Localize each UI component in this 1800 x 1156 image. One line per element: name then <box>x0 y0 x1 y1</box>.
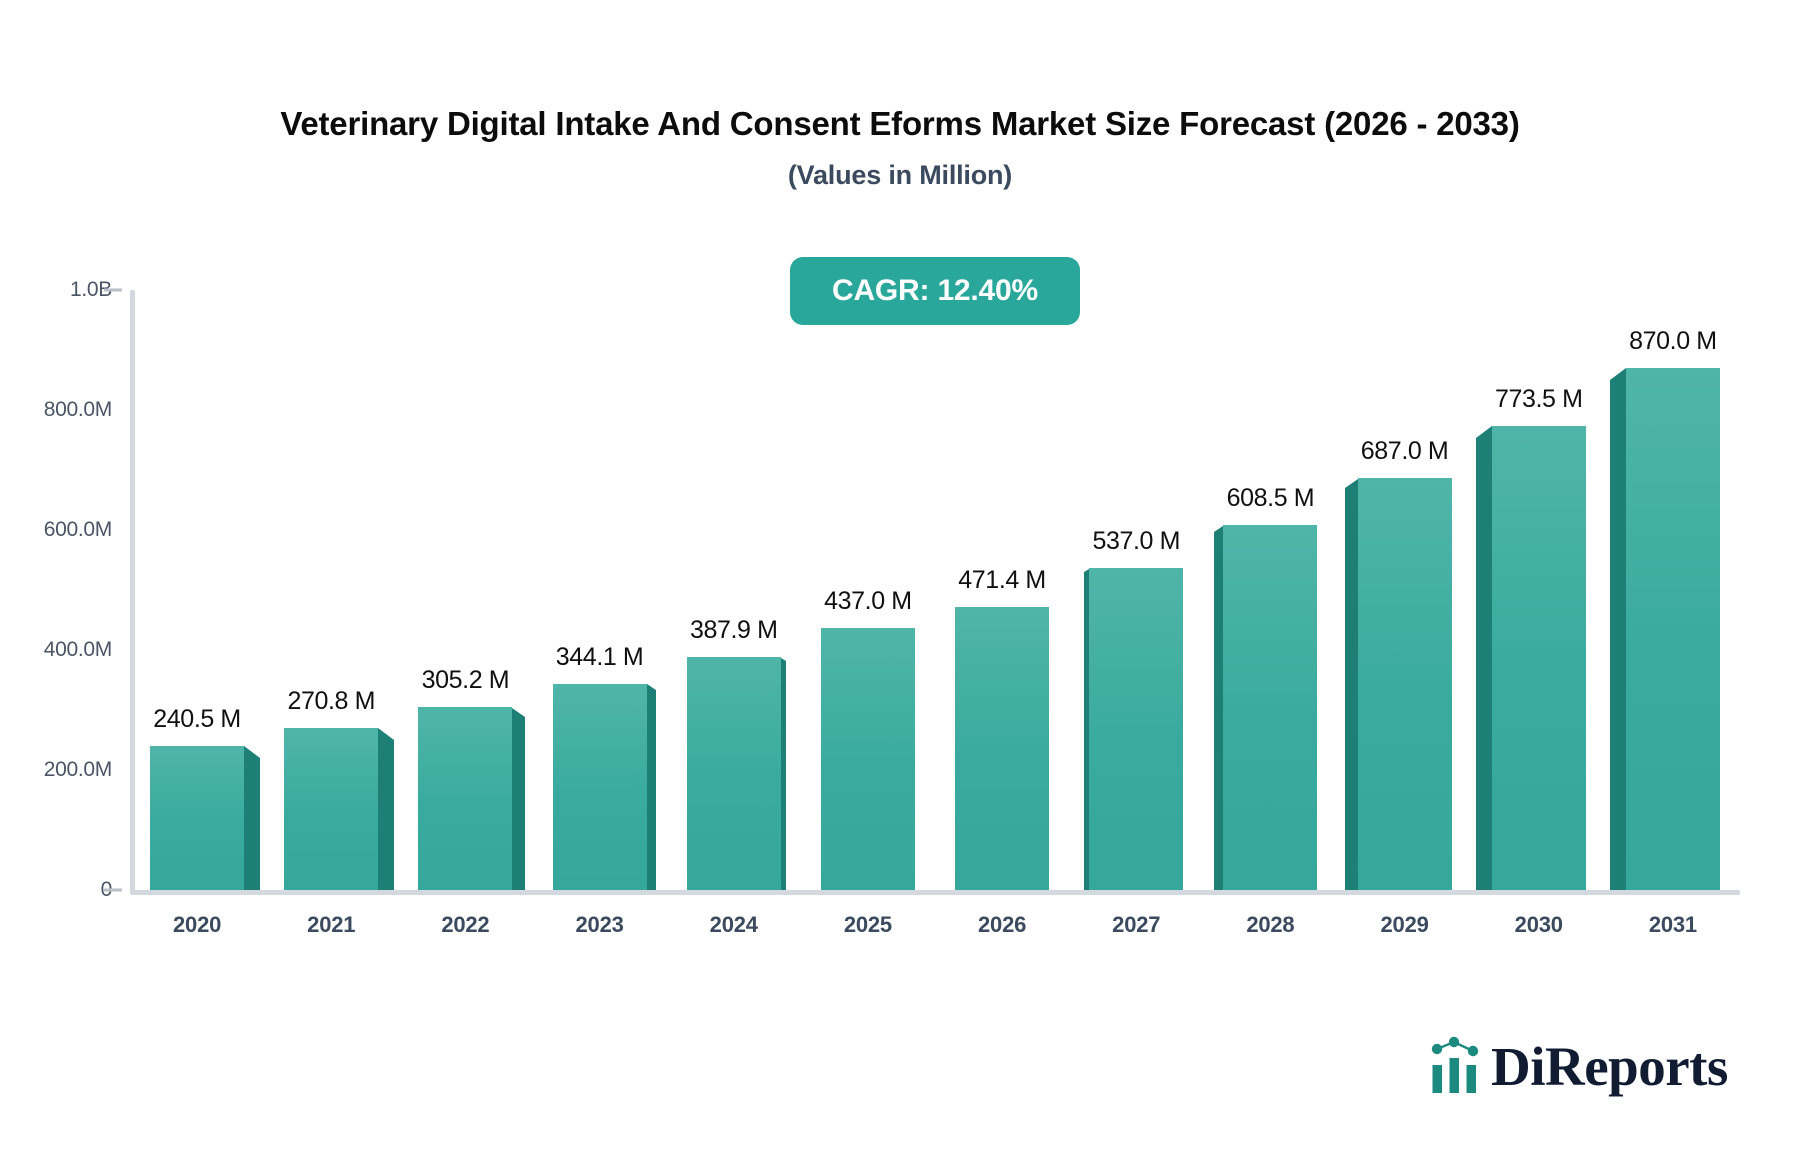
y-tick-label: 1.0B <box>70 278 112 301</box>
bar-side-face <box>780 661 786 890</box>
bar-value-label: 387.9 M <box>689 616 778 645</box>
x-tick-label: 2030 <box>1514 912 1563 937</box>
bar-top-face <box>244 745 261 758</box>
y-tick-mark <box>104 888 122 892</box>
cagr-badge: CAGR: 12.40% <box>790 257 1080 325</box>
bar-front-face <box>686 657 781 890</box>
bar-front-face <box>955 607 1050 890</box>
bars-layer: 240.5 M 270.8 M 305.2 M 344.1 M 387.9 M 437.0… <box>130 290 1740 890</box>
x-tick-label: 2022 <box>441 912 490 937</box>
x-tick-label: 2028 <box>1246 912 1295 937</box>
y-tick-label: 400.0M <box>43 638 113 661</box>
bar-front-face <box>1625 368 1720 890</box>
x-tick-label: 2024 <box>709 912 758 937</box>
bar-top-face <box>780 658 786 662</box>
x-tick-label: 2025 <box>843 912 892 937</box>
bar-value-label: 687.0 M <box>1360 436 1449 465</box>
bar: 870.0 M <box>1609 327 1720 890</box>
bar-side-face <box>512 716 526 890</box>
bar-value-label: 305.2 M <box>421 665 510 694</box>
page-title: Veterinary Digital Intake And Consent Ef… <box>280 105 1520 142</box>
y-tick-mark <box>104 288 122 292</box>
bar-value-label: 270.8 M <box>287 686 376 715</box>
bar-top-face <box>1214 525 1224 532</box>
bar-top-face <box>1609 368 1626 380</box>
bar: 240.5 M <box>150 705 261 890</box>
bar: 305.2 M <box>418 666 526 890</box>
y-axis-line <box>130 290 135 895</box>
bar-front-face <box>150 745 245 890</box>
bar-side-face <box>1084 571 1090 890</box>
bar-value-label: 773.5 M <box>1494 384 1583 413</box>
bar-front-face <box>552 683 647 890</box>
bar-front-face <box>1223 524 1318 890</box>
bar-chart-icon <box>1431 1036 1479 1093</box>
y-tick-label: 0 <box>2 878 113 902</box>
bar-top-face <box>1084 568 1090 572</box>
bar-side-face <box>1609 380 1626 890</box>
bar-side-face <box>1214 531 1224 890</box>
bar: 437.0 M <box>820 587 915 890</box>
bar-top-face <box>378 727 395 740</box>
bar-value-label: 608.5 M <box>1226 483 1315 512</box>
y-tick-label: 800.0M <box>43 398 113 421</box>
bar: 608.5 M <box>1214 484 1318 890</box>
bar-front-face <box>1357 477 1452 890</box>
x-tick-label: 2027 <box>1112 912 1161 937</box>
bar-side-face <box>378 739 395 890</box>
bar-front-face <box>418 706 513 890</box>
bar: 344.1 M <box>552 643 656 890</box>
bar: 773.5 M <box>1475 385 1586 890</box>
x-tick-label: 2020 <box>173 912 222 937</box>
y-tick-label: 600.0M <box>43 518 113 541</box>
bar-value-label: 471.4 M <box>958 566 1046 595</box>
bar-side-face <box>244 757 261 890</box>
bar-side-face <box>1344 487 1358 890</box>
bar-value-label: 537.0 M <box>1092 526 1181 555</box>
bar: 387.9 M <box>686 616 786 890</box>
x-tick-label: 2029 <box>1380 912 1429 937</box>
bar-front-face <box>1491 425 1586 890</box>
bar-side-face <box>646 690 656 890</box>
bar: 270.8 M <box>284 687 395 890</box>
bar: 537.0 M <box>1084 527 1184 890</box>
bar: 687.0 M <box>1344 437 1452 890</box>
y-tick-label: 200.0M <box>43 758 113 781</box>
bar-front-face <box>1089 567 1184 890</box>
bar-value-label: 870.0 M <box>1629 327 1717 355</box>
x-tick-label: 2023 <box>575 912 624 937</box>
bar-top-face <box>512 707 526 717</box>
chart-subtitle: (Values in Million) <box>787 159 1013 190</box>
bar-top-face <box>1475 425 1492 438</box>
logo-text: DiReports <box>1491 1035 1728 1097</box>
x-tick-label: 2031 <box>1648 912 1697 937</box>
bar-value-label: 344.1 M <box>555 642 644 671</box>
bar-front-face <box>284 727 379 890</box>
bar-side-face <box>1475 437 1492 890</box>
x-tick-label: 2021 <box>307 912 356 937</box>
x-axis-line <box>130 890 1740 895</box>
bar-value-label: 240.5 M <box>153 704 241 733</box>
bar-front-face <box>820 627 915 890</box>
bar-top-face <box>1344 478 1358 488</box>
bar-value-label: 437.0 M <box>824 586 912 615</box>
bar: 471.4 M <box>955 566 1050 890</box>
x-tick-label: 2026 <box>978 912 1027 937</box>
bar-top-face <box>646 684 656 691</box>
title-block: Veterinary Digital Intake And Consent Ef… <box>0 105 1800 191</box>
direports-logo: DiReports <box>1430 1035 1728 1097</box>
